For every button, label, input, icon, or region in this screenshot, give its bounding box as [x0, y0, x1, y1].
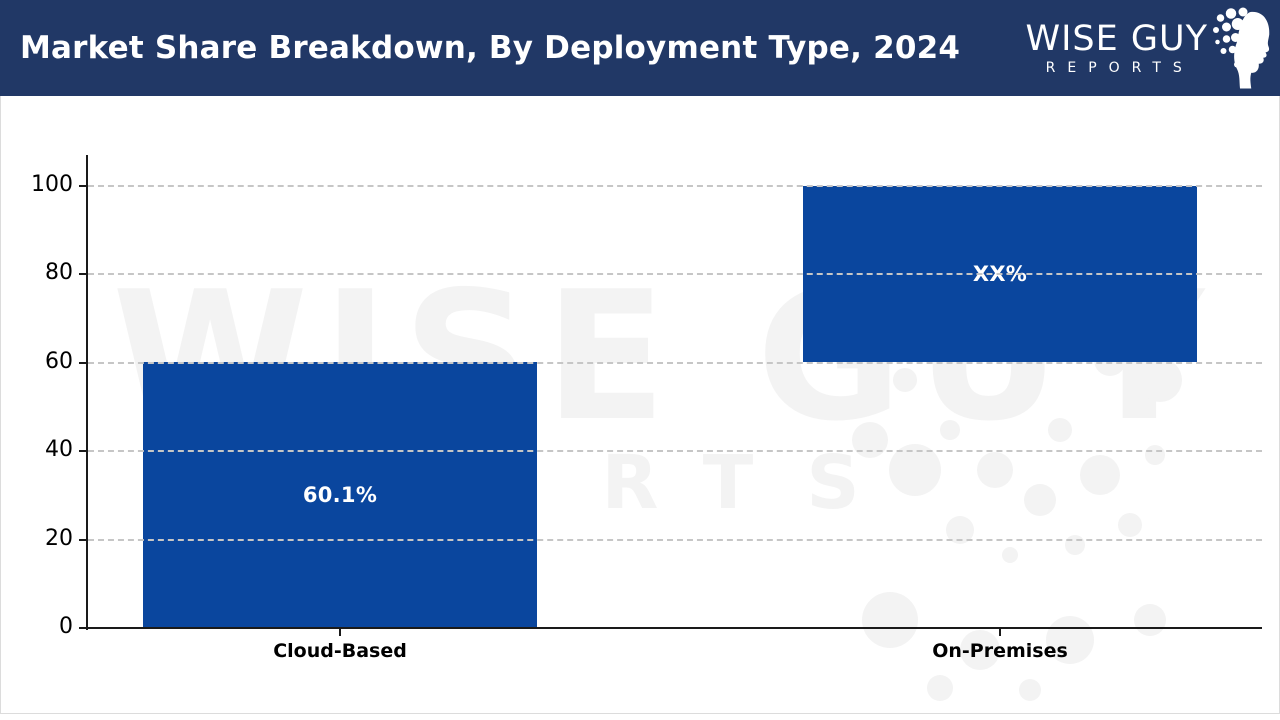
- brand-logo: WISE GUY REPORTS: [1025, 6, 1270, 90]
- y-tick: [79, 627, 88, 629]
- y-tick-label: 100: [31, 172, 73, 197]
- brand-subtitle: REPORTS: [1045, 59, 1194, 76]
- y-tick-label: 0: [59, 614, 73, 639]
- watermark-letter: S: [806, 440, 860, 526]
- brand-text: WISE GUY REPORTS: [1025, 18, 1208, 76]
- y-tick-label: 60: [45, 348, 73, 374]
- y-tick: [79, 185, 88, 187]
- watermark-letter: T: [702, 440, 754, 526]
- y-tick: [79, 450, 88, 453]
- x-tick-label: On-Premises: [932, 640, 1068, 662]
- page-title: Market Share Breakdown, By Deployment Ty…: [20, 30, 961, 66]
- gridline: [88, 185, 1262, 187]
- y-tick-label: 80: [45, 260, 73, 286]
- y-axis-line: [86, 155, 88, 630]
- x-tick: [339, 628, 341, 636]
- gridline: [88, 361, 1262, 364]
- y-tick: [79, 538, 88, 541]
- wise-guy-head-icon: [1213, 7, 1270, 89]
- x-tick-label: Cloud-Based: [273, 640, 407, 662]
- x-tick: [999, 628, 1001, 636]
- gridline: [88, 273, 1262, 276]
- brand-name: WISE GUY: [1025, 18, 1208, 59]
- y-tick-label: 20: [45, 525, 73, 551]
- watermark-letter: R: [601, 440, 659, 526]
- gridline: [88, 450, 1262, 453]
- bar-cloud-based: 60.1%: [143, 362, 537, 628]
- bar-value-label: 60.1%: [302, 483, 378, 508]
- y-tick: [79, 361, 88, 364]
- gridline: [88, 538, 1262, 541]
- y-tick-label: 40: [45, 437, 73, 463]
- x-axis-line: [86, 627, 1262, 629]
- y-tick: [79, 273, 88, 276]
- header-bar: Market Share Breakdown, By Deployment Ty…: [0, 0, 1280, 96]
